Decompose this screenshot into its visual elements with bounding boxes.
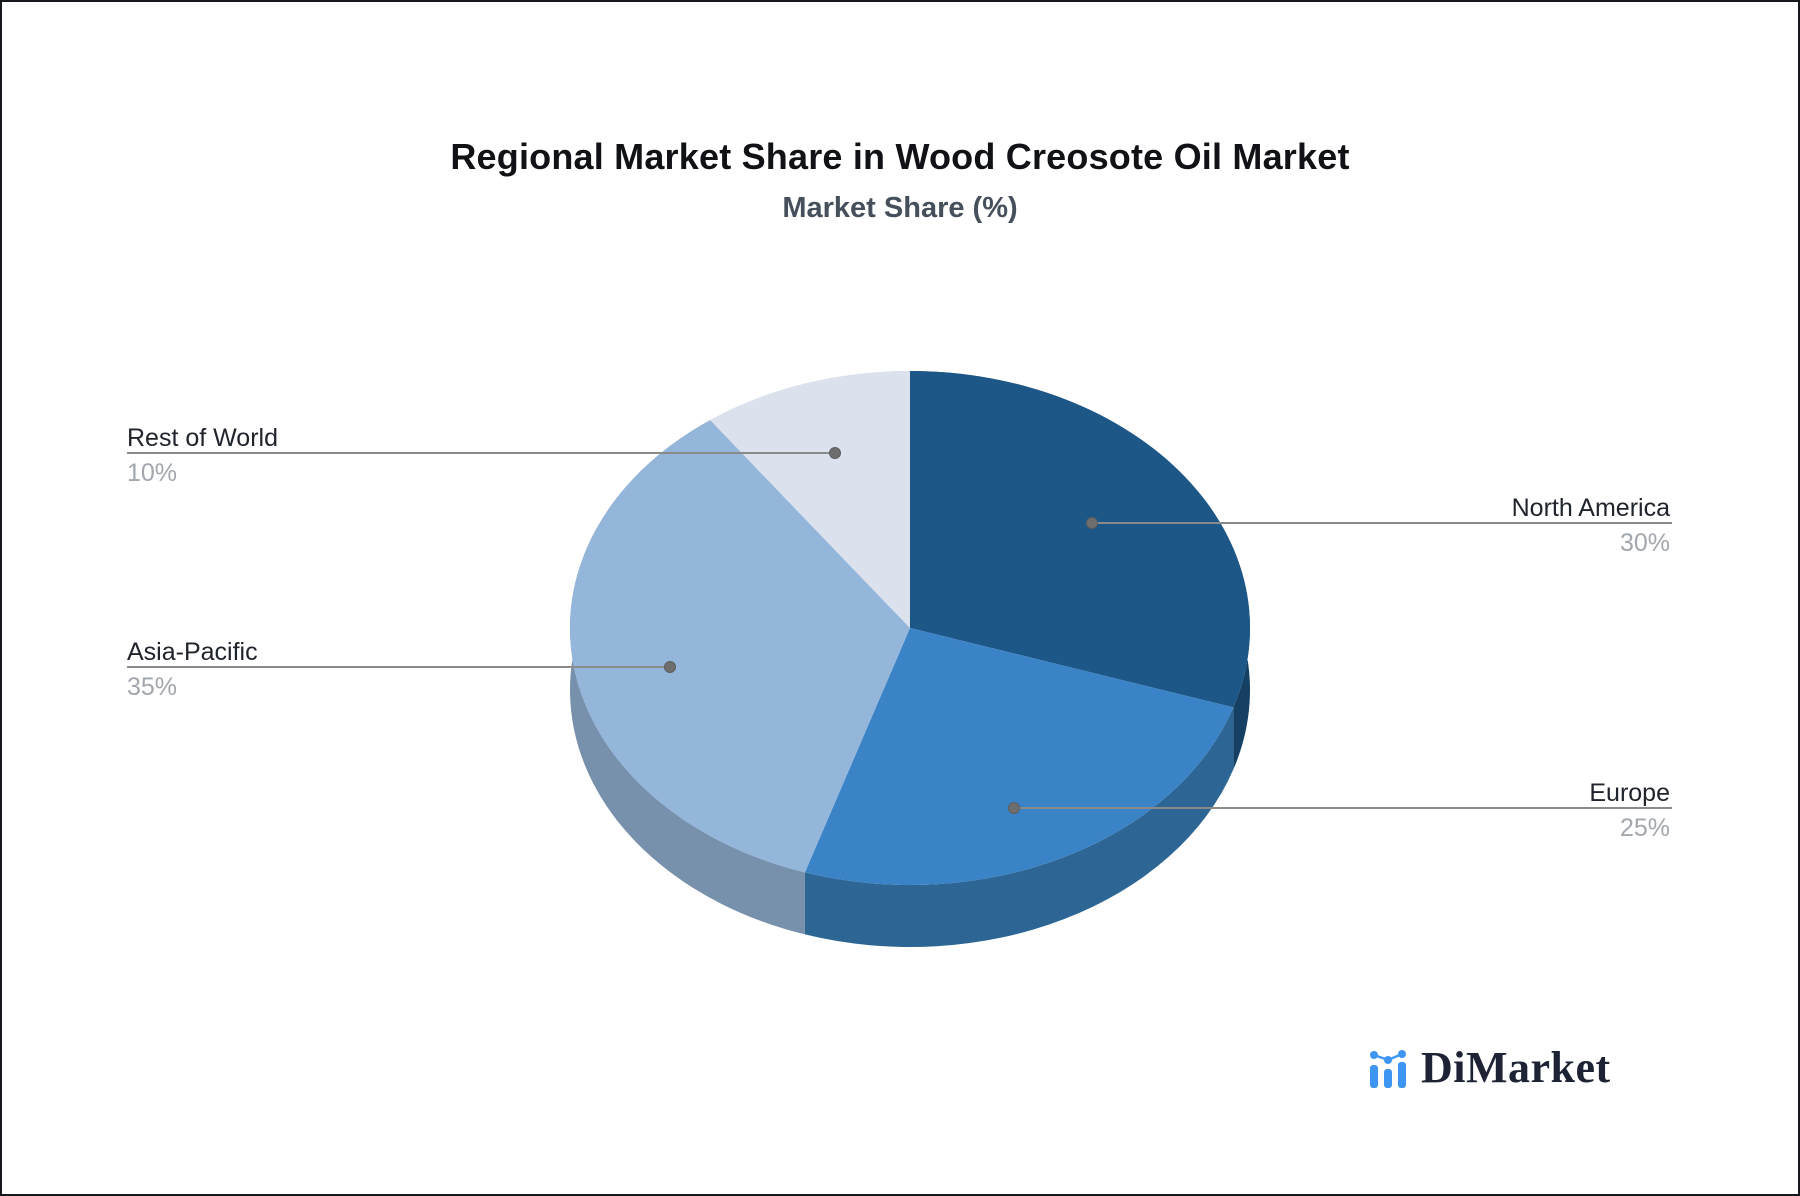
pie-slice-north-america[interactable] (910, 371, 1250, 708)
slice-label: Rest of World (127, 424, 278, 452)
pie-slice-side-europe[interactable] (804, 707, 1234, 947)
brand-logo-text: DiMarket (1421, 1043, 1611, 1092)
chart-title: Regional Market Share in Wood Creosote O… (450, 136, 1350, 177)
slice-value: 35% (127, 673, 178, 701)
pie-slice-europe[interactable] (804, 628, 1234, 885)
slice-value: 10% (127, 459, 178, 487)
leader-dot-rest-of-world (829, 447, 841, 459)
callout-north-america: North America 30% (1240, 493, 1670, 560)
pie-slice-side-asia-pacific[interactable] (570, 420, 805, 935)
callout-rest-of-world: Rest of World 10% (127, 423, 557, 490)
slice-value: 25% (1619, 814, 1670, 842)
leader-dot-asia-pacific (664, 661, 676, 673)
leader-dot-north-america (1086, 517, 1098, 529)
callout-asia-pacific: Asia-Pacific 35% (127, 637, 557, 704)
bar-line-chart-icon (1370, 1050, 1406, 1088)
slice-value: 30% (1619, 529, 1670, 557)
chart-subtitle: Market Share (%) (782, 192, 1018, 224)
callout-europe: Europe 25% (1240, 778, 1670, 845)
slice-label: Europe (1589, 779, 1670, 807)
slice-label: Asia-Pacific (127, 638, 258, 666)
slice-label: North America (1511, 494, 1670, 522)
brand-logo: DiMarket (1369, 1046, 1611, 1090)
leader-dot-europe (1008, 802, 1020, 814)
pie-slice-rest-of-world[interactable] (710, 371, 910, 628)
pie-slice-asia-pacific[interactable] (570, 420, 910, 873)
